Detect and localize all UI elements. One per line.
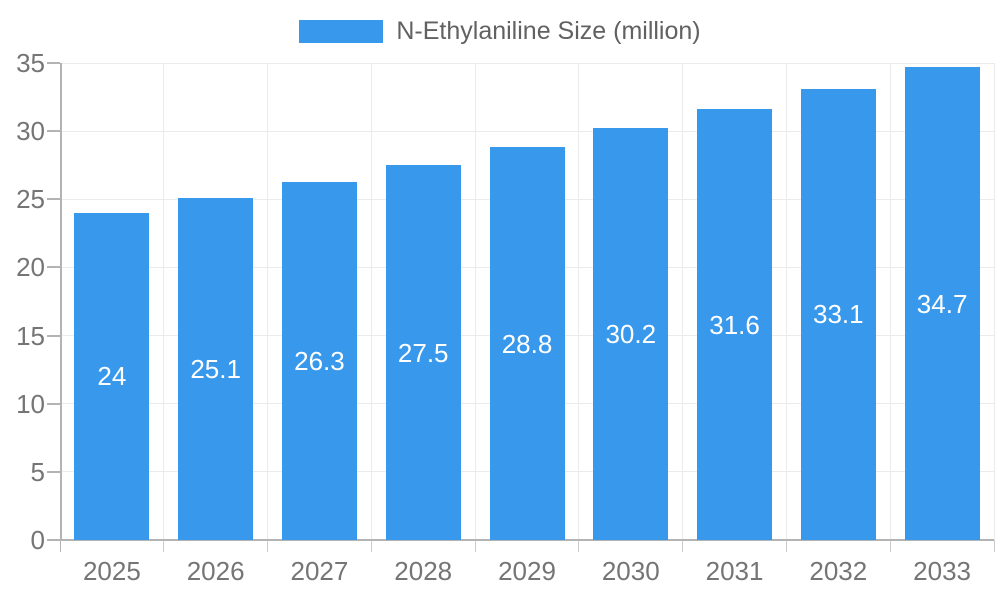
bar[interactable]: 30.2 — [593, 128, 669, 540]
legend-label: N-Ethylaniline Size (million) — [396, 17, 701, 45]
x-tick — [370, 540, 372, 552]
bar[interactable]: 26.3 — [281, 181, 357, 540]
bar[interactable]: 27.5 — [385, 165, 461, 540]
y-tick — [47, 402, 60, 405]
x-axis-label: 2027 — [290, 556, 349, 586]
y-tick — [47, 198, 60, 201]
x-axis-label: 2031 — [705, 556, 764, 586]
bar[interactable]: 33.1 — [800, 88, 876, 540]
x-axis-label: 2026 — [186, 556, 245, 586]
x-tick — [474, 540, 476, 552]
x-axis-label: 2033 — [913, 556, 972, 586]
x-boundary-gridline — [474, 63, 476, 540]
x-tick — [59, 540, 61, 552]
x-tick — [889, 540, 891, 552]
bar[interactable]: 24 — [74, 212, 150, 540]
bar-value-label: 25.1 — [190, 353, 241, 384]
x-axis-label: 2025 — [82, 556, 141, 586]
y-tick — [47, 62, 60, 64]
x-tick — [163, 540, 165, 552]
x-boundary-gridline — [267, 63, 269, 540]
x-boundary-gridline — [370, 63, 372, 540]
x-axis-label: 2030 — [601, 556, 660, 586]
y-tick — [47, 470, 60, 473]
x-axis-line — [60, 539, 994, 541]
x-boundary-gridline — [785, 63, 787, 540]
y-axis-label: 20 — [16, 252, 45, 283]
bar-value-label: 31.6 — [709, 309, 760, 340]
x-boundary-gridline — [993, 63, 995, 540]
y-tick — [47, 266, 60, 269]
x-boundary-gridline — [889, 63, 891, 540]
bar[interactable]: 31.6 — [697, 109, 773, 540]
plot-area: 0 5 10 15 20 25 30 35 24 2025 25.1 2026 26.3 2027 27.5… — [16, 50, 995, 584]
x-axis-label: 2029 — [498, 556, 556, 586]
y-axis-label: 5 — [30, 456, 45, 487]
bar-value-label: 34.7 — [916, 288, 968, 319]
x-tick — [578, 540, 580, 552]
y-tick — [47, 539, 60, 541]
bar[interactable]: 34.7 — [904, 67, 980, 540]
y-axis-label: 15 — [16, 320, 45, 351]
chart-legend[interactable]: N-Ethylaniline Size (million) — [0, 17, 1000, 45]
y-axis-label: 10 — [16, 388, 45, 419]
y-axis-label: 25 — [16, 184, 45, 215]
bar[interactable]: 28.8 — [489, 147, 565, 540]
y-tick — [47, 130, 60, 133]
x-tick — [267, 540, 269, 552]
bar-value-label: 27.5 — [397, 337, 449, 368]
y-gridline — [60, 62, 994, 64]
legend-swatch-icon — [299, 19, 384, 43]
y-gridline — [60, 130, 994, 132]
x-boundary-gridline — [682, 63, 684, 540]
x-boundary-gridline — [578, 63, 580, 540]
bar[interactable]: 25.1 — [178, 197, 254, 540]
y-axis-label: 30 — [16, 116, 45, 147]
x-tick — [682, 540, 684, 552]
bar-value-label: 28.8 — [501, 328, 553, 359]
bar-value-label: 24 — [97, 361, 127, 392]
bar-value-label: 33.1 — [813, 299, 864, 330]
y-tick — [47, 334, 60, 337]
y-axis-label: 0 — [30, 525, 45, 555]
y-axis-label: 35 — [16, 48, 45, 78]
x-axis-label: 2028 — [394, 556, 453, 586]
y-axis-line — [60, 63, 62, 540]
bar-value-label: 26.3 — [294, 345, 345, 376]
x-tick — [993, 540, 995, 552]
x-axis-label: 2032 — [809, 556, 868, 586]
x-boundary-gridline — [163, 63, 165, 540]
x-tick — [785, 540, 787, 552]
bar-value-label: 30.2 — [605, 319, 657, 350]
